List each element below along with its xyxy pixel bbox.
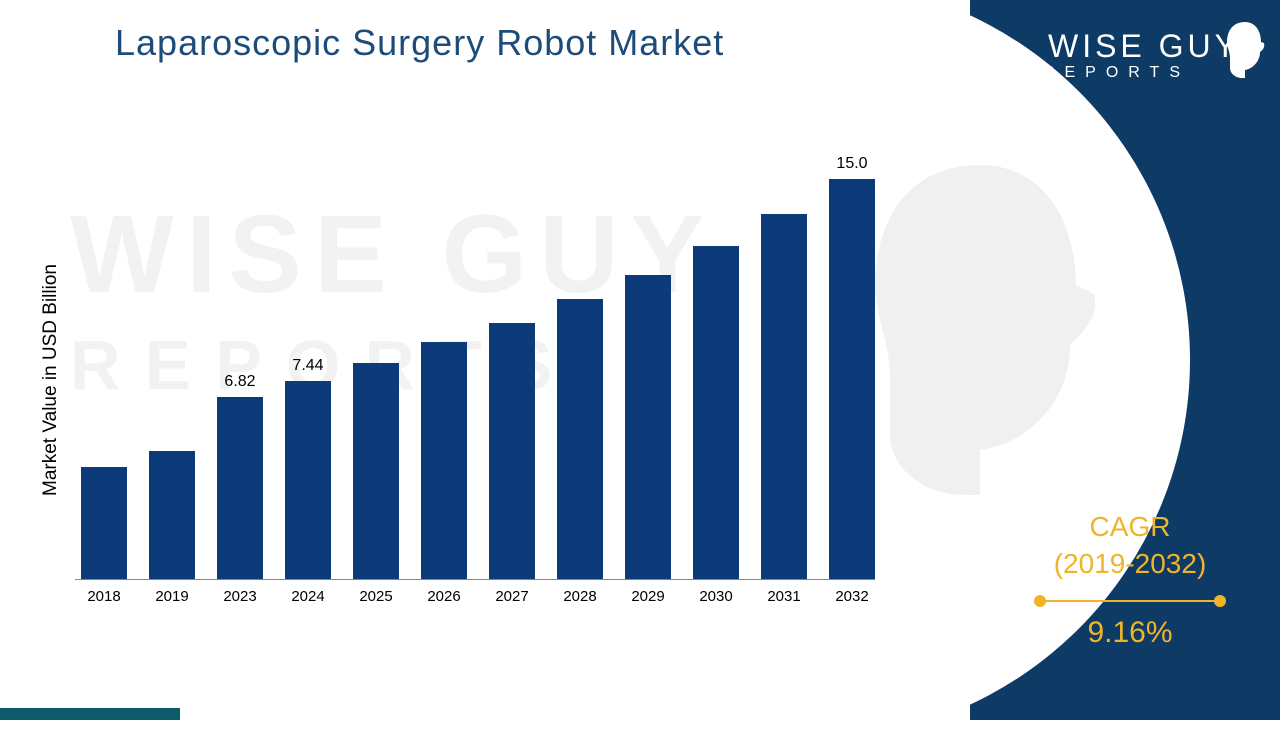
bar-category-label: 2031	[767, 588, 800, 605]
bar: 6.82	[217, 397, 263, 579]
bar	[557, 299, 603, 579]
bar	[421, 342, 467, 579]
brand-line2: REPORTS	[1043, 64, 1190, 82]
y-axis-label: Market Value in USD Billion	[40, 264, 62, 496]
cagr-callout: CAGR (2019-2032) 9.16%	[1020, 509, 1240, 650]
bar-category-label: 2032	[835, 588, 868, 605]
cagr-divider	[1040, 600, 1220, 602]
bar-value-label: 15.0	[836, 155, 867, 173]
chart-title: Laparoscopic Surgery Robot Market	[115, 22, 724, 64]
bar: 7.44	[285, 381, 331, 579]
bar-category-label: 2026	[427, 588, 460, 605]
chart-baseline	[75, 579, 875, 580]
bar-category-label: 2023	[223, 588, 256, 605]
bar-value-label: 6.82	[224, 373, 255, 391]
bar-chart: 201820196.8220237.4420242025202620272028…	[75, 150, 875, 580]
bar-category-label: 2024	[291, 588, 324, 605]
bar-category-label: 2029	[631, 588, 664, 605]
bar-category-label: 2025	[359, 588, 392, 605]
bar-value-label: 7.44	[292, 357, 323, 375]
bar-category-label: 2019	[155, 588, 188, 605]
bar	[761, 214, 807, 579]
bar-category-label: 2028	[563, 588, 596, 605]
bar-category-label: 2027	[495, 588, 528, 605]
cagr-dot-right	[1214, 595, 1226, 607]
bottom-edge-accent	[0, 708, 180, 720]
bar	[693, 246, 739, 579]
bar	[81, 467, 127, 579]
bar-category-label: 2030	[699, 588, 732, 605]
cagr-title: CAGR (2019-2032)	[1020, 509, 1240, 582]
bar	[489, 323, 535, 579]
brand-logo-text: WISE GUY REPORTS	[1043, 30, 1240, 82]
bar	[353, 363, 399, 579]
cagr-title-line1: CAGR	[1090, 511, 1171, 542]
cagr-value: 9.16%	[1020, 616, 1240, 650]
cagr-title-line2: (2019-2032)	[1054, 548, 1207, 579]
cagr-dot-left	[1034, 595, 1046, 607]
bar-category-label: 2018	[87, 588, 120, 605]
bar: 15.0	[829, 179, 875, 579]
bar	[625, 275, 671, 579]
bar	[149, 451, 195, 579]
brand-line1: WISE GUY	[1043, 30, 1240, 62]
